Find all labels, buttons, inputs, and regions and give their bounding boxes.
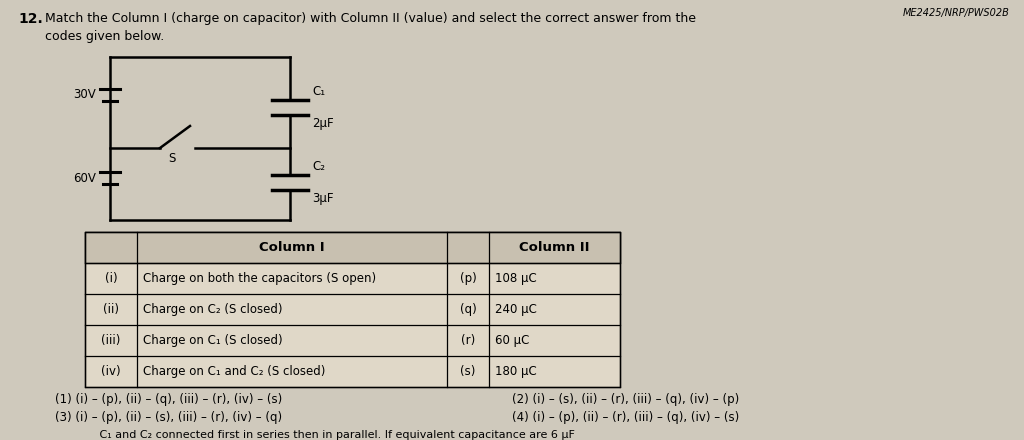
Text: 240 μC: 240 μC xyxy=(495,303,537,316)
Text: S: S xyxy=(168,152,175,165)
Text: (p): (p) xyxy=(460,272,476,285)
Text: (iii): (iii) xyxy=(101,334,121,347)
Text: (iv): (iv) xyxy=(101,365,121,378)
Text: ME2425/NRP/PWS02B: ME2425/NRP/PWS02B xyxy=(903,8,1010,18)
Text: (3) (i) – (p), (ii) – (s), (iii) – (r), (iv) – (q): (3) (i) – (p), (ii) – (s), (iii) – (r), … xyxy=(55,411,283,425)
Text: C₂: C₂ xyxy=(312,160,325,173)
Text: 60 μC: 60 μC xyxy=(495,334,529,347)
Text: (q): (q) xyxy=(460,303,476,316)
Text: C₁ and C₂ connected first in series then in parallel. If equivalent capacitance : C₁ and C₂ connected first in series then… xyxy=(55,430,574,440)
Text: codes given below.: codes given below. xyxy=(45,30,164,43)
Text: (4) (i) – (p), (ii) – (r), (iii) – (q), (iv) – (s): (4) (i) – (p), (ii) – (r), (iii) – (q), … xyxy=(512,411,739,425)
Text: (2) (i) – (s), (ii) – (r), (iii) – (q), (iv) – (p): (2) (i) – (s), (ii) – (r), (iii) – (q), … xyxy=(512,393,739,407)
Text: 3μF: 3μF xyxy=(312,192,334,205)
Text: 180 μC: 180 μC xyxy=(495,365,537,378)
Text: (i): (i) xyxy=(104,272,118,285)
Text: Match the Column I (charge on capacitor) with Column II (value) and select the c: Match the Column I (charge on capacitor)… xyxy=(45,12,696,25)
Text: 2μF: 2μF xyxy=(312,117,334,130)
Text: Charge on C₁ and C₂ (S closed): Charge on C₁ and C₂ (S closed) xyxy=(143,365,326,378)
Text: (ii): (ii) xyxy=(103,303,119,316)
Text: 12.: 12. xyxy=(18,12,43,26)
Text: (1) (i) – (p), (ii) – (q), (iii) – (r), (iv) – (s): (1) (i) – (p), (ii) – (q), (iii) – (r), … xyxy=(55,393,283,407)
Text: C₁: C₁ xyxy=(312,85,326,98)
Text: Charge on C₁ (S closed): Charge on C₁ (S closed) xyxy=(143,334,283,347)
Text: 60V: 60V xyxy=(73,172,96,184)
Bar xyxy=(85,232,620,387)
Text: 108 μC: 108 μC xyxy=(495,272,537,285)
Text: Column I: Column I xyxy=(259,241,325,254)
Text: Column II: Column II xyxy=(519,241,590,254)
Bar xyxy=(85,232,620,263)
Text: (r): (r) xyxy=(461,334,475,347)
Text: Charge on C₂ (S closed): Charge on C₂ (S closed) xyxy=(143,303,283,316)
Text: Charge on both the capacitors (S open): Charge on both the capacitors (S open) xyxy=(143,272,376,285)
Text: 30V: 30V xyxy=(74,88,96,102)
Text: (s): (s) xyxy=(461,365,476,378)
